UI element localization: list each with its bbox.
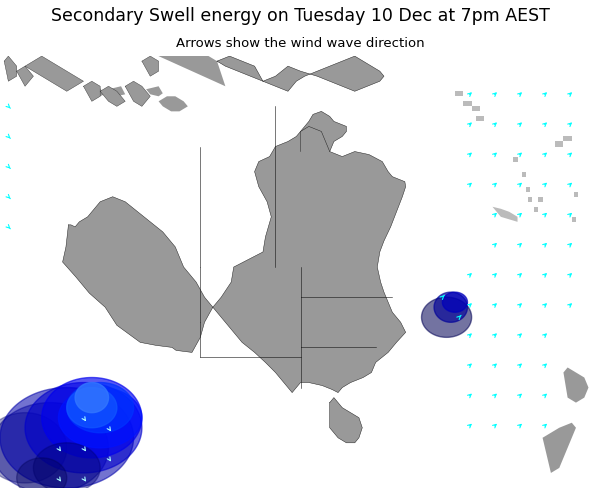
Polygon shape bbox=[25, 56, 84, 91]
Polygon shape bbox=[522, 172, 526, 177]
Polygon shape bbox=[63, 126, 406, 392]
Polygon shape bbox=[17, 458, 67, 488]
Polygon shape bbox=[528, 197, 532, 202]
Polygon shape bbox=[129, 89, 146, 98]
Polygon shape bbox=[538, 197, 543, 202]
Polygon shape bbox=[442, 292, 468, 312]
Polygon shape bbox=[96, 88, 105, 96]
Polygon shape bbox=[543, 423, 576, 473]
Polygon shape bbox=[534, 207, 537, 212]
Polygon shape bbox=[41, 378, 142, 458]
Polygon shape bbox=[476, 116, 484, 122]
Polygon shape bbox=[34, 443, 100, 488]
Polygon shape bbox=[67, 383, 133, 433]
Text: Arrows show the wind wave direction: Arrows show the wind wave direction bbox=[176, 37, 425, 50]
Polygon shape bbox=[67, 387, 117, 428]
Polygon shape bbox=[159, 96, 188, 111]
Polygon shape bbox=[142, 56, 159, 76]
Polygon shape bbox=[421, 297, 472, 337]
Polygon shape bbox=[526, 187, 530, 192]
Polygon shape bbox=[455, 91, 463, 96]
Polygon shape bbox=[472, 106, 480, 111]
Polygon shape bbox=[575, 192, 579, 197]
Polygon shape bbox=[58, 387, 142, 448]
Polygon shape bbox=[555, 142, 564, 146]
Polygon shape bbox=[125, 81, 150, 106]
Polygon shape bbox=[330, 398, 362, 443]
Polygon shape bbox=[217, 56, 384, 91]
Polygon shape bbox=[100, 86, 125, 106]
Polygon shape bbox=[146, 86, 163, 96]
Polygon shape bbox=[564, 367, 588, 403]
Polygon shape bbox=[513, 157, 517, 162]
Polygon shape bbox=[434, 292, 468, 322]
Polygon shape bbox=[4, 56, 17, 81]
Polygon shape bbox=[109, 86, 125, 96]
Polygon shape bbox=[463, 102, 472, 106]
Polygon shape bbox=[17, 66, 34, 86]
Polygon shape bbox=[159, 41, 225, 86]
Polygon shape bbox=[0, 387, 133, 488]
Polygon shape bbox=[25, 383, 142, 473]
Polygon shape bbox=[492, 207, 517, 222]
Polygon shape bbox=[0, 403, 109, 488]
Polygon shape bbox=[564, 137, 572, 142]
Polygon shape bbox=[572, 217, 576, 222]
Polygon shape bbox=[75, 383, 109, 413]
Polygon shape bbox=[0, 413, 67, 483]
Polygon shape bbox=[84, 81, 100, 102]
Text: Secondary Swell energy on Tuesday 10 Dec at 7pm AEST: Secondary Swell energy on Tuesday 10 Dec… bbox=[51, 7, 550, 25]
Polygon shape bbox=[300, 111, 346, 152]
